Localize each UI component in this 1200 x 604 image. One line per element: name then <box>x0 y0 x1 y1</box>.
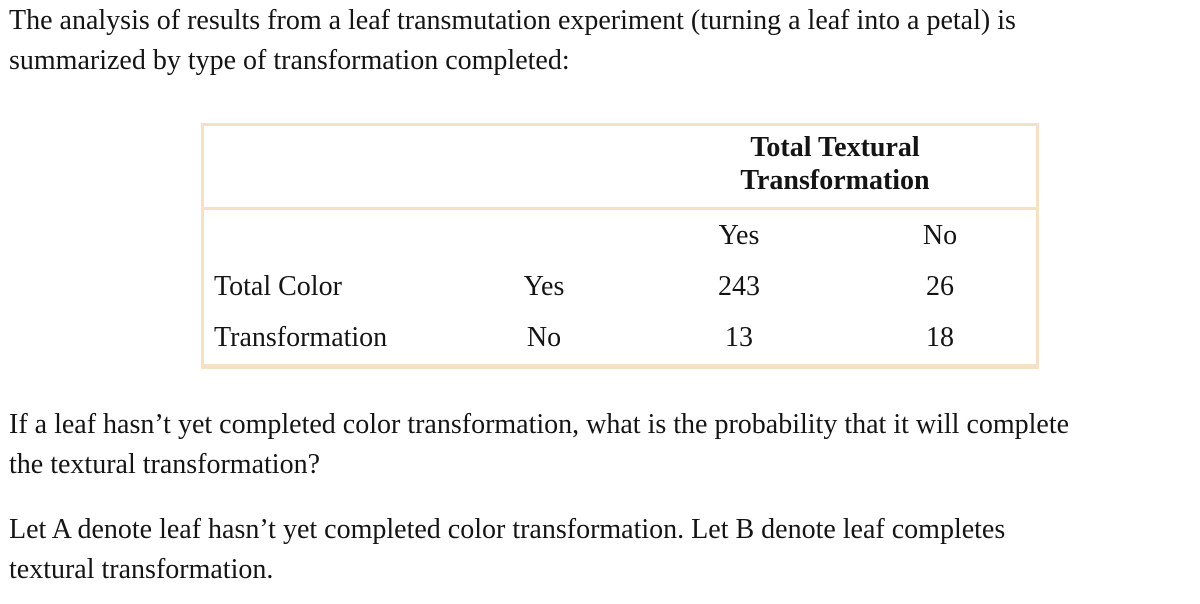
question-line-2: the textural transformation? <box>9 449 320 480</box>
cell-colorYes-texturalNo: 26 <box>926 270 954 302</box>
row-label-yes: Yes <box>523 270 565 302</box>
column-group-header-line-2: Transformation <box>740 165 930 196</box>
question-line-1: If a leaf hasn’t yet completed color tra… <box>9 409 1070 440</box>
row-group-header-line-1: Total Color <box>214 270 342 302</box>
intro-line-2: summarized by type of transformation com… <box>9 45 570 76</box>
table-row: Transformation No 13 18 <box>204 313 1036 364</box>
definitions-paragraph: Let A denote leaf hasn’t yet completed c… <box>9 510 1005 590</box>
contingency-table: Total Textural Transformation Yes No Tot… <box>201 123 1039 369</box>
row-group-header-line-2: Transformation <box>214 322 388 354</box>
table-subheader-row: Yes No <box>204 210 1036 261</box>
question-paragraph: If a leaf hasn’t yet completed color tra… <box>9 405 1069 485</box>
intro-line-1: The analysis of results from a leaf tran… <box>9 5 1016 36</box>
cell-colorYes-texturalYes: 243 <box>718 270 760 302</box>
cell-colorNo-texturalNo: 18 <box>926 322 954 354</box>
definitions-line-2: textural transformation. <box>9 554 274 585</box>
column-header-yes: Yes <box>718 219 760 251</box>
intro-paragraph: The analysis of results from a leaf tran… <box>9 1 1016 81</box>
column-group-header: Total Textural Transformation <box>634 131 1036 197</box>
row-label-no: No <box>526 322 562 354</box>
column-group-header-line-1: Total Textural <box>750 132 920 163</box>
column-header-no: No <box>922 219 958 251</box>
definitions-line-1: Let A denote leaf hasn’t yet completed c… <box>9 514 1006 545</box>
table-header-row: Total Textural Transformation <box>204 126 1036 210</box>
table-row: Total Color Yes 243 26 <box>204 261 1036 312</box>
cell-colorNo-texturalYes: 13 <box>725 322 753 354</box>
table-body: Yes No Total Color Yes 243 26 Transforma… <box>204 210 1036 364</box>
